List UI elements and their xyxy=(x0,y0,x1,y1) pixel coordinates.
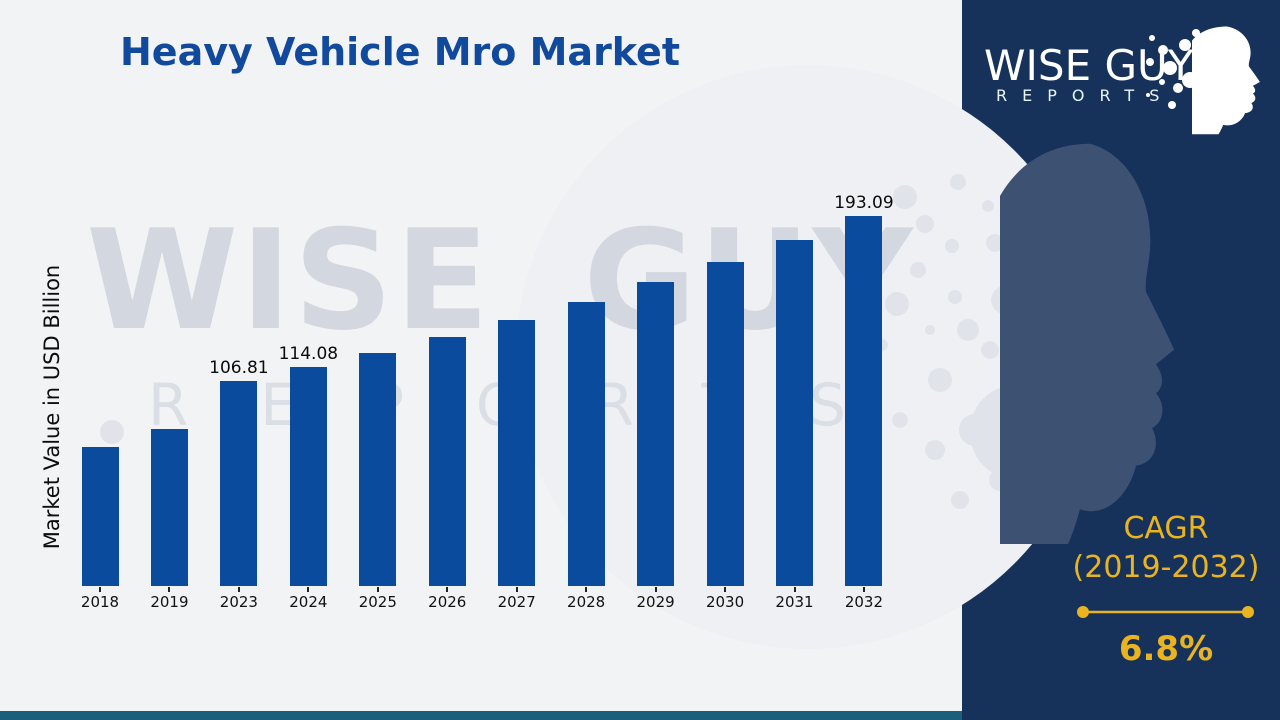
x-tick-label-2024: 2024 xyxy=(289,593,328,611)
logo-wordmark: WISE GUY xyxy=(984,41,1194,90)
bar-2019 xyxy=(150,429,188,586)
bar-2029 xyxy=(637,282,675,586)
x-tick-2023 xyxy=(237,587,240,592)
x-tick-2028 xyxy=(585,587,588,592)
bar-2025 xyxy=(359,353,397,586)
x-tick-label-2023: 2023 xyxy=(219,593,258,611)
x-tick-label-2028: 2028 xyxy=(567,593,606,611)
gold-divider xyxy=(1077,606,1254,618)
bar-2026 xyxy=(428,337,466,586)
bar-2018 xyxy=(81,447,119,586)
x-tick-label-2026: 2026 xyxy=(428,593,467,611)
x-tick-label-2018: 2018 xyxy=(80,593,120,611)
x-tick-2025 xyxy=(376,587,379,592)
x-tick-label-2030: 2030 xyxy=(705,593,745,611)
value-label-2032: 193.09 xyxy=(834,193,894,213)
bar-2024 xyxy=(289,367,327,586)
x-tick-2018 xyxy=(99,587,101,592)
x-tick-2029 xyxy=(654,587,657,592)
x-tick-2024 xyxy=(307,587,310,592)
bar-2032 xyxy=(845,216,883,586)
x-tick-label-2029: 2029 xyxy=(636,593,675,611)
x-tick-label-2031: 2031 xyxy=(775,593,814,611)
logo-subtitle: REPORTS xyxy=(996,86,1175,105)
bar-2030 xyxy=(706,262,744,586)
x-tick-label-2027: 2027 xyxy=(497,593,536,611)
bar-2028 xyxy=(567,302,605,586)
y-axis-label: Market Value in USD Billion xyxy=(40,264,64,550)
cagr-value: 6.8% xyxy=(1118,629,1214,669)
page-title: Heavy Vehicle Mro Market xyxy=(120,30,680,74)
x-tick-label-2032: 2032 xyxy=(844,593,884,611)
x-tick-label-2019: 2019 xyxy=(150,593,189,611)
bar-2031 xyxy=(776,240,813,586)
value-label-2023: 106.81 xyxy=(209,358,269,378)
x-tick-2027 xyxy=(515,587,518,592)
x-tick-label-2025: 2025 xyxy=(358,593,397,611)
bar-2023 xyxy=(220,381,258,586)
cagr-label: CAGR xyxy=(1123,511,1209,546)
bottom-teal-strip xyxy=(0,711,1280,720)
cagr-range: (2019-2032) xyxy=(1072,550,1260,585)
x-tick-2019 xyxy=(168,587,171,592)
value-label-2024: 114.08 xyxy=(278,344,339,364)
x-tick-2031 xyxy=(793,587,796,592)
bar-2027 xyxy=(498,320,536,586)
x-tick-2026 xyxy=(446,587,449,592)
x-tick-2030 xyxy=(724,587,727,592)
x-tick-2032 xyxy=(862,587,865,592)
